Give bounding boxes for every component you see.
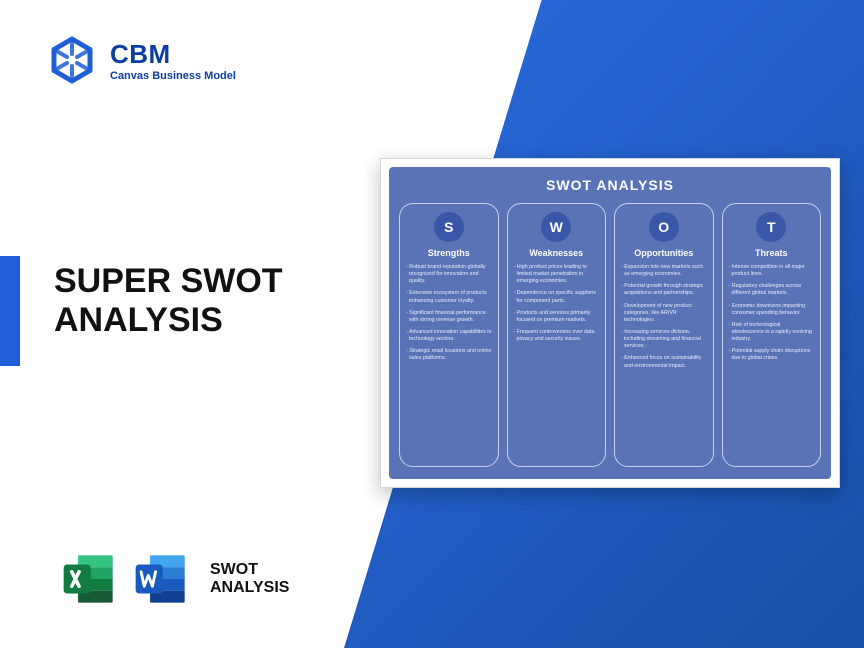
brand-tagline: Canvas Business Model: [110, 70, 236, 82]
files-label-line1: SWOT: [210, 561, 289, 579]
swot-list-item: Significant financial performance with s…: [406, 310, 492, 324]
files-label: SWOT ANALYSIS: [210, 561, 289, 598]
swot-list-item: Intense competition in all major product…: [729, 264, 815, 278]
swot-heading-strengths: Strengths: [428, 248, 470, 258]
brand-abbr: CBM: [110, 39, 236, 70]
swot-list-item: Robust brand reputation globally recogni…: [406, 264, 492, 285]
files-label-line2: ANALYSIS: [210, 579, 289, 597]
swot-letter-s: S: [434, 212, 464, 242]
swot-list-item: Expansion into new markets such as emerg…: [621, 264, 707, 278]
brand-logo-icon: [48, 36, 96, 84]
files-block: SWOT ANALYSIS: [60, 550, 289, 608]
swot-list-item: Frequent controversies over data privacy…: [514, 329, 600, 343]
swot-list-threats: Intense competition in all major product…: [729, 264, 815, 368]
swot-list-item: Potential supply chain disruptions due t…: [729, 348, 815, 362]
swot-list-item: Potential growth through strategic acqui…: [621, 283, 707, 297]
swot-letter-t: T: [756, 212, 786, 242]
swot-list-item: Regulatory challenges across different g…: [729, 283, 815, 297]
swot-letter-w: W: [541, 212, 571, 242]
swot-col-strengths: S Strengths Robust brand reputation glob…: [399, 203, 499, 467]
swot-heading-threats: Threats: [755, 248, 788, 258]
swot-letter-o: O: [649, 212, 679, 242]
swot-list-item: Dependence on specific suppliers for com…: [514, 290, 600, 304]
swot-card-title: SWOT ANALYSIS: [399, 177, 821, 193]
swot-list-item: Risk of technological obsolescence in a …: [729, 322, 815, 343]
page-title-line1: SUPER SWOT: [54, 262, 283, 301]
swot-list-weaknesses: High product prices leading to limited m…: [514, 264, 600, 348]
swot-list-item: Products and services primarily focused …: [514, 310, 600, 324]
swot-preview-card: SWOT ANALYSIS S Strengths Robust brand r…: [380, 158, 840, 488]
swot-list-item: Advanced innovation capabilities in tech…: [406, 329, 492, 343]
swot-list-item: Enhanced focus on sustainability and env…: [621, 355, 707, 369]
brand-logo-block: CBM Canvas Business Model: [48, 36, 236, 84]
swot-list-strengths: Robust brand reputation globally recogni…: [406, 264, 492, 368]
swot-list-item: Economic downturns impacting consumer sp…: [729, 303, 815, 317]
swot-col-threats: T Threats Intense competition in all maj…: [722, 203, 822, 467]
swot-heading-weaknesses: Weaknesses: [529, 248, 583, 258]
swot-list-item: Development of new product categories, l…: [621, 303, 707, 324]
swot-list-item: Extensive ecosystem of products enhancin…: [406, 290, 492, 304]
excel-icon: [60, 550, 118, 608]
swot-columns: S Strengths Robust brand reputation glob…: [399, 203, 821, 467]
swot-list-item: Increasing services division, including …: [621, 329, 707, 350]
swot-col-opportunities: O Opportunities Expansion into new marke…: [614, 203, 714, 467]
swot-list-item: Strategic retail locations and online sa…: [406, 348, 492, 362]
accent-bar: [0, 256, 20, 366]
swot-heading-opportunities: Opportunities: [634, 248, 693, 258]
swot-list-item: High product prices leading to limited m…: [514, 264, 600, 285]
swot-col-weaknesses: W Weaknesses High product prices leading…: [507, 203, 607, 467]
word-icon: [132, 550, 190, 608]
swot-list-opportunities: Expansion into new markets such as emerg…: [621, 264, 707, 375]
page-title: SUPER SWOT ANALYSIS: [54, 262, 283, 340]
page-title-line2: ANALYSIS: [54, 301, 283, 340]
